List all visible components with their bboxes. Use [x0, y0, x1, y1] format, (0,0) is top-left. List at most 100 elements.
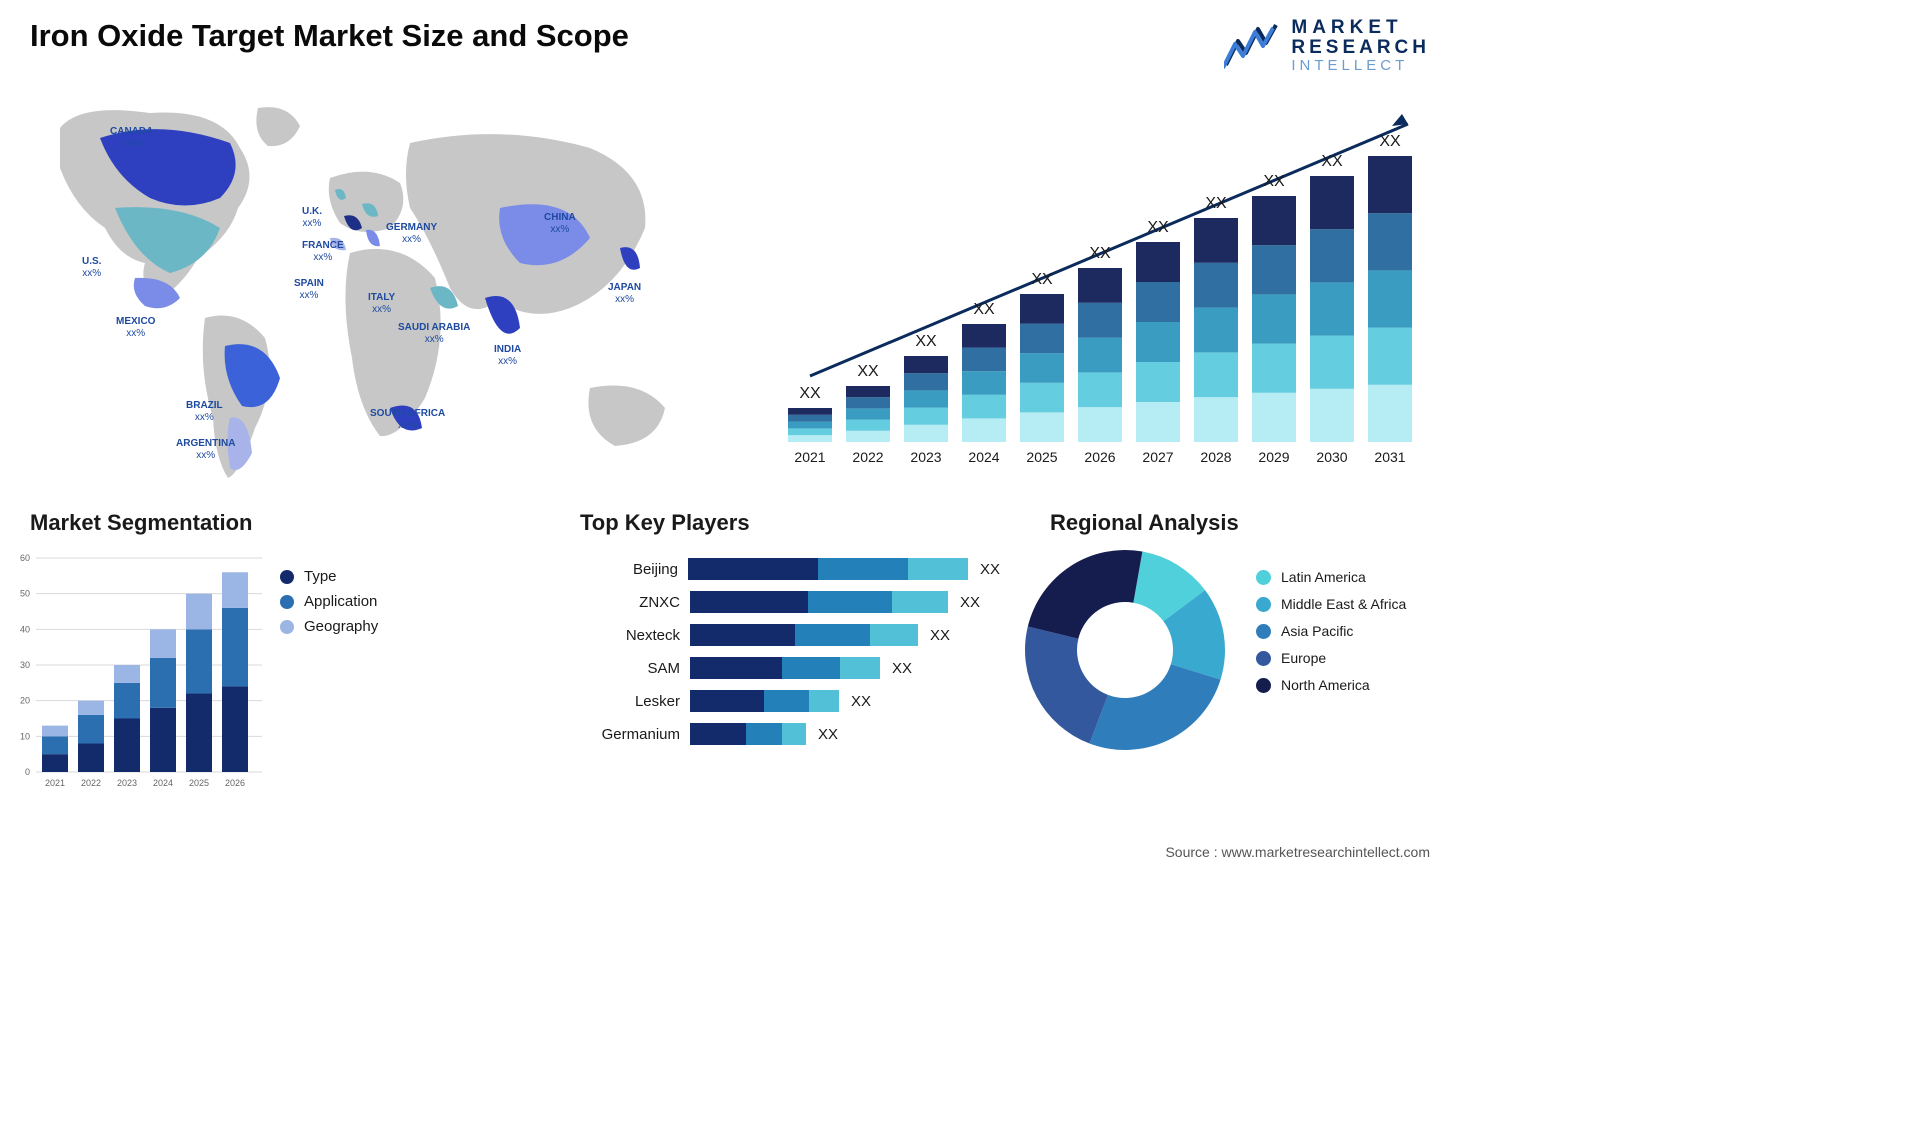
donut-svg [1020, 545, 1230, 755]
segmentation-legend: Type Application Geography [280, 560, 378, 643]
key-player-row: Nexteck XX [580, 621, 1000, 649]
country-label: INDIAxx% [494, 344, 521, 368]
segmentation-legend-item: Geography [280, 618, 378, 635]
segmentation-legend-item: Type [280, 568, 378, 585]
svg-text:10: 10 [20, 731, 30, 741]
svg-text:XX: XX [1147, 219, 1169, 236]
key-player-row: Lesker XX [580, 687, 1000, 715]
country-label: JAPANxx% [608, 282, 641, 306]
svg-text:XX: XX [1379, 133, 1401, 150]
key-player-bar [690, 657, 880, 679]
key-player-value: XX [818, 726, 838, 743]
svg-text:XX: XX [799, 385, 821, 402]
segmentation-legend-item: Application [280, 593, 378, 610]
regional-donut [1020, 545, 1230, 755]
country-label: ITALYxx% [368, 292, 395, 316]
key-player-name: Lesker [580, 693, 690, 710]
segmentation-svg: 0 10 20 30 40 50 60 2021 2022 2023 2024 2025 2026 [8, 550, 268, 800]
regional-legend-item: Latin America [1256, 569, 1406, 585]
key-player-value: XX [980, 561, 1000, 578]
country-label: BRAZILxx% [186, 400, 223, 424]
main-bar-chart: 2021 XX 2022 XX 2023 XX 2024 XX 2025 XX 2026 XX 2027… [770, 102, 1430, 472]
key-player-name: ZNXC [580, 594, 690, 611]
country-label: FRANCExx% [302, 240, 344, 264]
segmentation-heading: Market Segmentation [30, 510, 253, 536]
regional-legend-item: Asia Pacific [1256, 623, 1406, 639]
svg-text:2024: 2024 [153, 778, 173, 788]
key-player-row: Beijing XX [580, 555, 1000, 583]
key-player-bar [690, 723, 806, 745]
svg-text:2026: 2026 [225, 778, 245, 788]
svg-text:60: 60 [20, 553, 30, 563]
country-label: SOUTH AFRICAxx% [370, 408, 445, 432]
svg-text:2024: 2024 [968, 449, 999, 465]
key-player-bar [688, 558, 968, 580]
country-label: SPAINxx% [294, 278, 324, 302]
logo-mark-icon [1224, 23, 1279, 69]
key-player-bar [690, 591, 948, 613]
svg-text:XX: XX [1031, 271, 1053, 288]
svg-text:2031: 2031 [1374, 449, 1405, 465]
svg-text:2021: 2021 [45, 778, 65, 788]
world-map-region: CANADAxx% U.S.xx% MEXICOxx% BRAZILxx% ARGENT… [30, 88, 710, 488]
key-player-value: XX [851, 693, 871, 710]
key-player-row: ZNXC XX [580, 588, 1000, 616]
svg-text:XX: XX [1205, 195, 1227, 212]
source-text: Source : www.marketresearchintellect.com [1165, 844, 1430, 860]
key-player-row: SAM XX [580, 654, 1000, 682]
svg-text:2026: 2026 [1084, 449, 1115, 465]
svg-text:XX: XX [857, 363, 879, 380]
country-label: U.K.xx% [302, 206, 322, 230]
key-players-heading: Top Key Players [580, 510, 750, 536]
svg-text:2030: 2030 [1316, 449, 1347, 465]
country-label: CANADAxx% [110, 126, 153, 150]
country-label: CHINAxx% [544, 212, 576, 236]
country-label: GERMANYxx% [386, 222, 437, 246]
svg-text:2027: 2027 [1142, 449, 1173, 465]
country-label: SAUDI ARABIAxx% [398, 322, 470, 346]
page-title: Iron Oxide Target Market Size and Scope [30, 18, 629, 54]
svg-text:0: 0 [25, 767, 30, 777]
segmentation-chart: 0 10 20 30 40 50 60 2021 2022 2023 2024 2025 2026 [8, 550, 268, 800]
regional-legend-item: Middle East & Africa [1256, 596, 1406, 612]
country-label: MEXICOxx% [116, 316, 155, 340]
svg-text:XX: XX [915, 333, 937, 350]
key-player-bar [690, 690, 839, 712]
svg-text:20: 20 [20, 696, 30, 706]
logo-line3: INTELLECT [1291, 58, 1430, 74]
svg-text:40: 40 [20, 624, 30, 634]
logo-line2: RESEARCH [1291, 38, 1430, 58]
regional-legend-item: North America [1256, 677, 1406, 693]
key-player-row: Germanium XX [580, 720, 1000, 748]
regional-legend-item: Europe [1256, 650, 1406, 666]
svg-text:2025: 2025 [1026, 449, 1057, 465]
svg-text:XX: XX [1089, 245, 1111, 262]
svg-text:30: 30 [20, 660, 30, 670]
svg-text:50: 50 [20, 589, 30, 599]
key-player-value: XX [960, 594, 980, 611]
svg-text:XX: XX [973, 301, 995, 318]
key-player-value: XX [930, 627, 950, 644]
svg-text:2021: 2021 [794, 449, 825, 465]
svg-text:2022: 2022 [852, 449, 883, 465]
regional-heading: Regional Analysis [1050, 510, 1239, 536]
key-players-chart: BeijingXXZNXCXXNexteckXXSAMXXLeskerXXGer… [580, 550, 1000, 810]
key-player-name: Nexteck [580, 627, 690, 644]
svg-text:2023: 2023 [910, 449, 941, 465]
svg-text:2022: 2022 [81, 778, 101, 788]
key-player-name: Germanium [580, 726, 690, 743]
key-player-name: Beijing [580, 561, 688, 578]
brand-logo: MARKET RESEARCH INTELLECT [1224, 18, 1430, 74]
svg-text:2025: 2025 [189, 778, 209, 788]
country-label: ARGENTINAxx% [176, 438, 235, 462]
svg-text:2023: 2023 [117, 778, 137, 788]
main-bar-svg: 2021 XX 2022 XX 2023 XX 2024 XX 2025 XX 2026 XX 2027… [770, 102, 1430, 472]
key-player-value: XX [892, 660, 912, 677]
svg-text:XX: XX [1321, 153, 1343, 170]
country-label: U.S.xx% [82, 256, 101, 280]
regional-legend: Latin America Middle East & Africa Asia Pa… [1256, 558, 1406, 704]
svg-text:XX: XX [1263, 173, 1285, 190]
key-player-bar [690, 624, 918, 646]
svg-text:2028: 2028 [1200, 449, 1231, 465]
key-player-name: SAM [580, 660, 690, 677]
